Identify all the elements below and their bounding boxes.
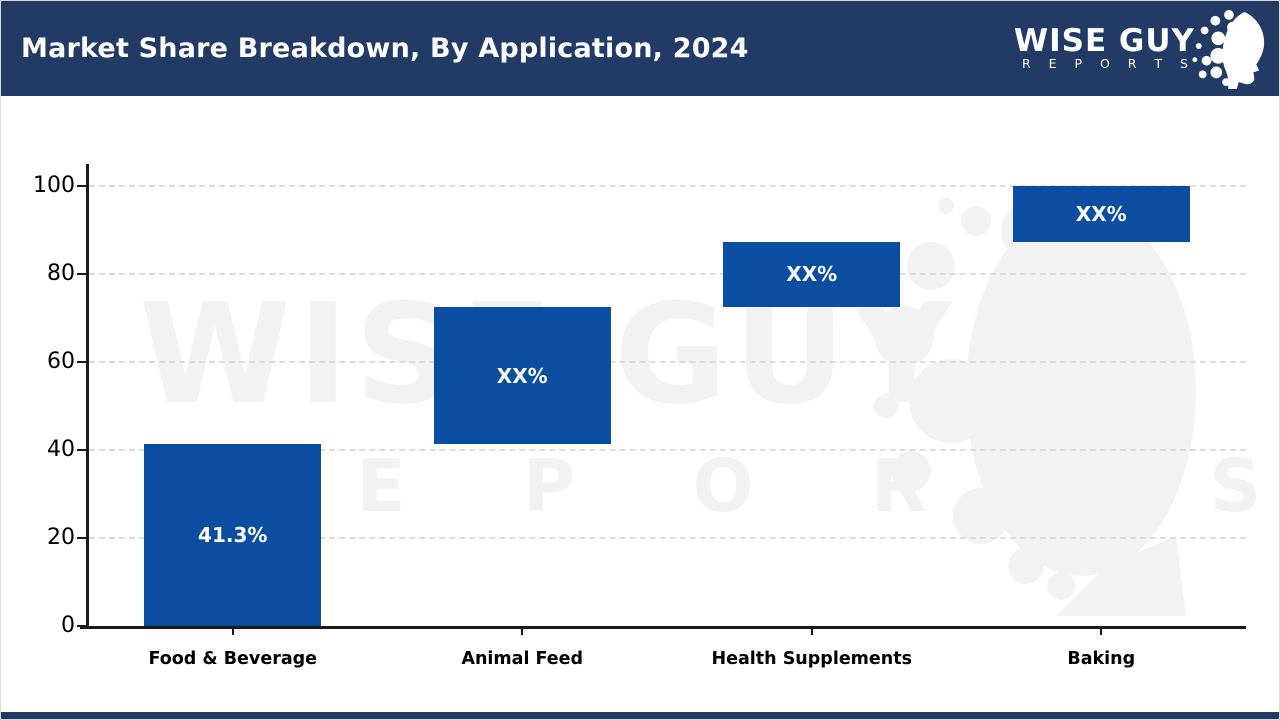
brand-logo-text: WISE GUY R E P O R T S <box>1013 22 1195 72</box>
y-tick-100 <box>77 185 86 187</box>
x-category-label-2: Health Supplements <box>711 649 913 669</box>
gridline-20 <box>89 537 1246 539</box>
y-tick-0 <box>77 625 86 627</box>
x-category-label-3: Baking <box>1067 649 1136 669</box>
bar-3: XX% <box>1012 186 1190 242</box>
brand-name: WISE GUY <box>1013 22 1195 59</box>
y-tick-label-100: 100 <box>33 173 75 198</box>
y-tick-label-60: 60 <box>47 349 75 374</box>
gridline-40 <box>89 449 1246 451</box>
gridline-60 <box>89 361 1246 363</box>
bar-value-label-0: 41.3% <box>198 523 268 548</box>
gridline-100 <box>89 185 1246 187</box>
watermark-face-icon <box>874 198 1196 616</box>
y-tick-80 <box>77 273 86 275</box>
bar-1: XX% <box>433 307 611 445</box>
brand-logo: WISE GUY R E P O R T S <box>1013 8 1279 90</box>
bar-value-label-2: XX% <box>786 262 838 287</box>
brand-subname: R E P O R T S <box>1021 55 1195 71</box>
x-tick-0 <box>231 626 234 635</box>
x-tick-2 <box>810 626 813 635</box>
page-title: Market Share Breakdown, By Application, … <box>21 33 749 64</box>
bar-0: 41.3% <box>144 444 322 626</box>
footer-bar <box>1 712 1279 719</box>
y-tick-20 <box>77 537 86 539</box>
x-category-label-1: Animal Feed <box>461 649 584 669</box>
y-tick-label-20: 20 <box>47 525 75 550</box>
y-tick-60 <box>77 361 86 363</box>
x-category-label-0: Food & Beverage <box>148 649 318 669</box>
x-axis-line <box>80 626 1246 629</box>
y-tick-label-80: 80 <box>47 261 75 286</box>
y-tick-label-0: 0 <box>61 613 75 638</box>
y-tick-label-40: 40 <box>47 437 75 462</box>
bar-value-label-3: XX% <box>1075 201 1127 226</box>
gridline-80 <box>89 273 1246 275</box>
x-tick-1 <box>521 626 524 635</box>
bar-2: XX% <box>723 241 901 307</box>
header-bar: Market Share Breakdown, By Application, … <box>1 1 1279 96</box>
x-tick-3 <box>1100 626 1103 635</box>
y-axis-line <box>86 164 89 628</box>
y-tick-40 <box>77 449 86 451</box>
plot-area: 41.3% XX% XX% XX% 0 20 40 60 80 100 Food & Bevera… <box>33 164 1246 669</box>
bar-value-label-1: XX% <box>496 363 548 388</box>
face-logo-icon <box>1192 9 1265 89</box>
